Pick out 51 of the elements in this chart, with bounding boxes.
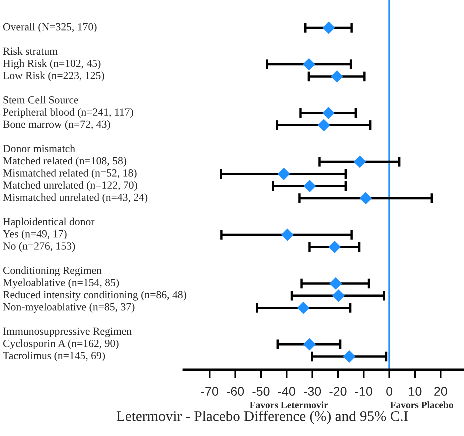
point — [343, 350, 356, 363]
y-tick-label: Non-myeloablative (n=85, 37) — [3, 303, 135, 313]
y-tick-label: Bone marrow (n=72, 43) — [3, 120, 110, 130]
x-tick-label: -60 — [227, 387, 244, 396]
point — [304, 180, 316, 193]
y-tick-label: Matched unrelated (n=122, 70) — [3, 181, 138, 192]
y-tick-label: High Risk (n=102, 45) — [3, 60, 101, 70]
point — [330, 70, 344, 83]
x-tick-label: -30 — [304, 387, 322, 396]
point — [278, 168, 290, 180]
x-tick-label: -40 — [278, 387, 296, 396]
x-tick-label: -10 — [355, 387, 372, 396]
text: Favors Letermovir — [250, 402, 328, 408]
y-tick-label: Tacrolimus (n=145, 69) — [3, 352, 106, 362]
y-tick-label: Risk stratum — [3, 47, 58, 56]
point — [354, 156, 366, 168]
x-tick-label: -70 — [201, 387, 218, 396]
point — [322, 107, 335, 120]
point — [330, 278, 342, 290]
x-tick-label: 10 — [409, 387, 422, 396]
point — [304, 338, 316, 351]
y-tick-label: Conditioning Regimen — [3, 266, 102, 276]
y-tick-label: Peripheral blood (n=241, 117) — [3, 108, 134, 118]
x-tick-label: 20 — [434, 387, 448, 396]
y-tick-label: Matched related (n=108, 58) — [3, 157, 127, 167]
point — [318, 119, 330, 132]
y-tick-label: Stem Cell Source — [4, 96, 78, 104]
point — [360, 192, 372, 205]
x-tick-label: -20 — [330, 387, 347, 396]
point — [281, 228, 294, 242]
y-tick-label: Donor mismatch — [3, 144, 76, 152]
x-tick-label: -50 — [252, 387, 270, 396]
point — [297, 302, 310, 314]
y-tick-label: Myeloablative (n=154, 85) — [3, 278, 120, 289]
x-tick-label: 0 — [386, 387, 393, 396]
y-tick-label: Mismatched related (n=52, 18) — [3, 169, 137, 180]
point — [303, 58, 316, 71]
y-tick-label: Yes (n=49, 17) — [3, 230, 67, 240]
y-tick-label: Reduced intensity conditioning (n=86, 48) — [3, 290, 186, 301]
y-tick-label: Cyclosporin A (n=162, 90) — [3, 340, 119, 350]
point — [332, 290, 345, 302]
point — [328, 240, 342, 254]
y-tick-label: Immunosuppressive Regimen — [3, 328, 132, 338]
x-axis-title: Letermovir - Placebo Difference (%) and 95% C.I — [116, 410, 408, 424]
text: Favors Placebo — [390, 402, 454, 408]
y-tick-label: Mismatched unrelated (n=43, 24) — [3, 194, 148, 204]
y-tick-label: Overall (N=325, 170) — [3, 23, 97, 33]
y-tick-label: Low Risk (n=223, 125) — [3, 72, 104, 82]
y-tick-label: No (n=276, 153) — [3, 242, 76, 252]
point — [322, 22, 336, 34]
y-tick-label: Haploidentical donor — [3, 218, 95, 228]
